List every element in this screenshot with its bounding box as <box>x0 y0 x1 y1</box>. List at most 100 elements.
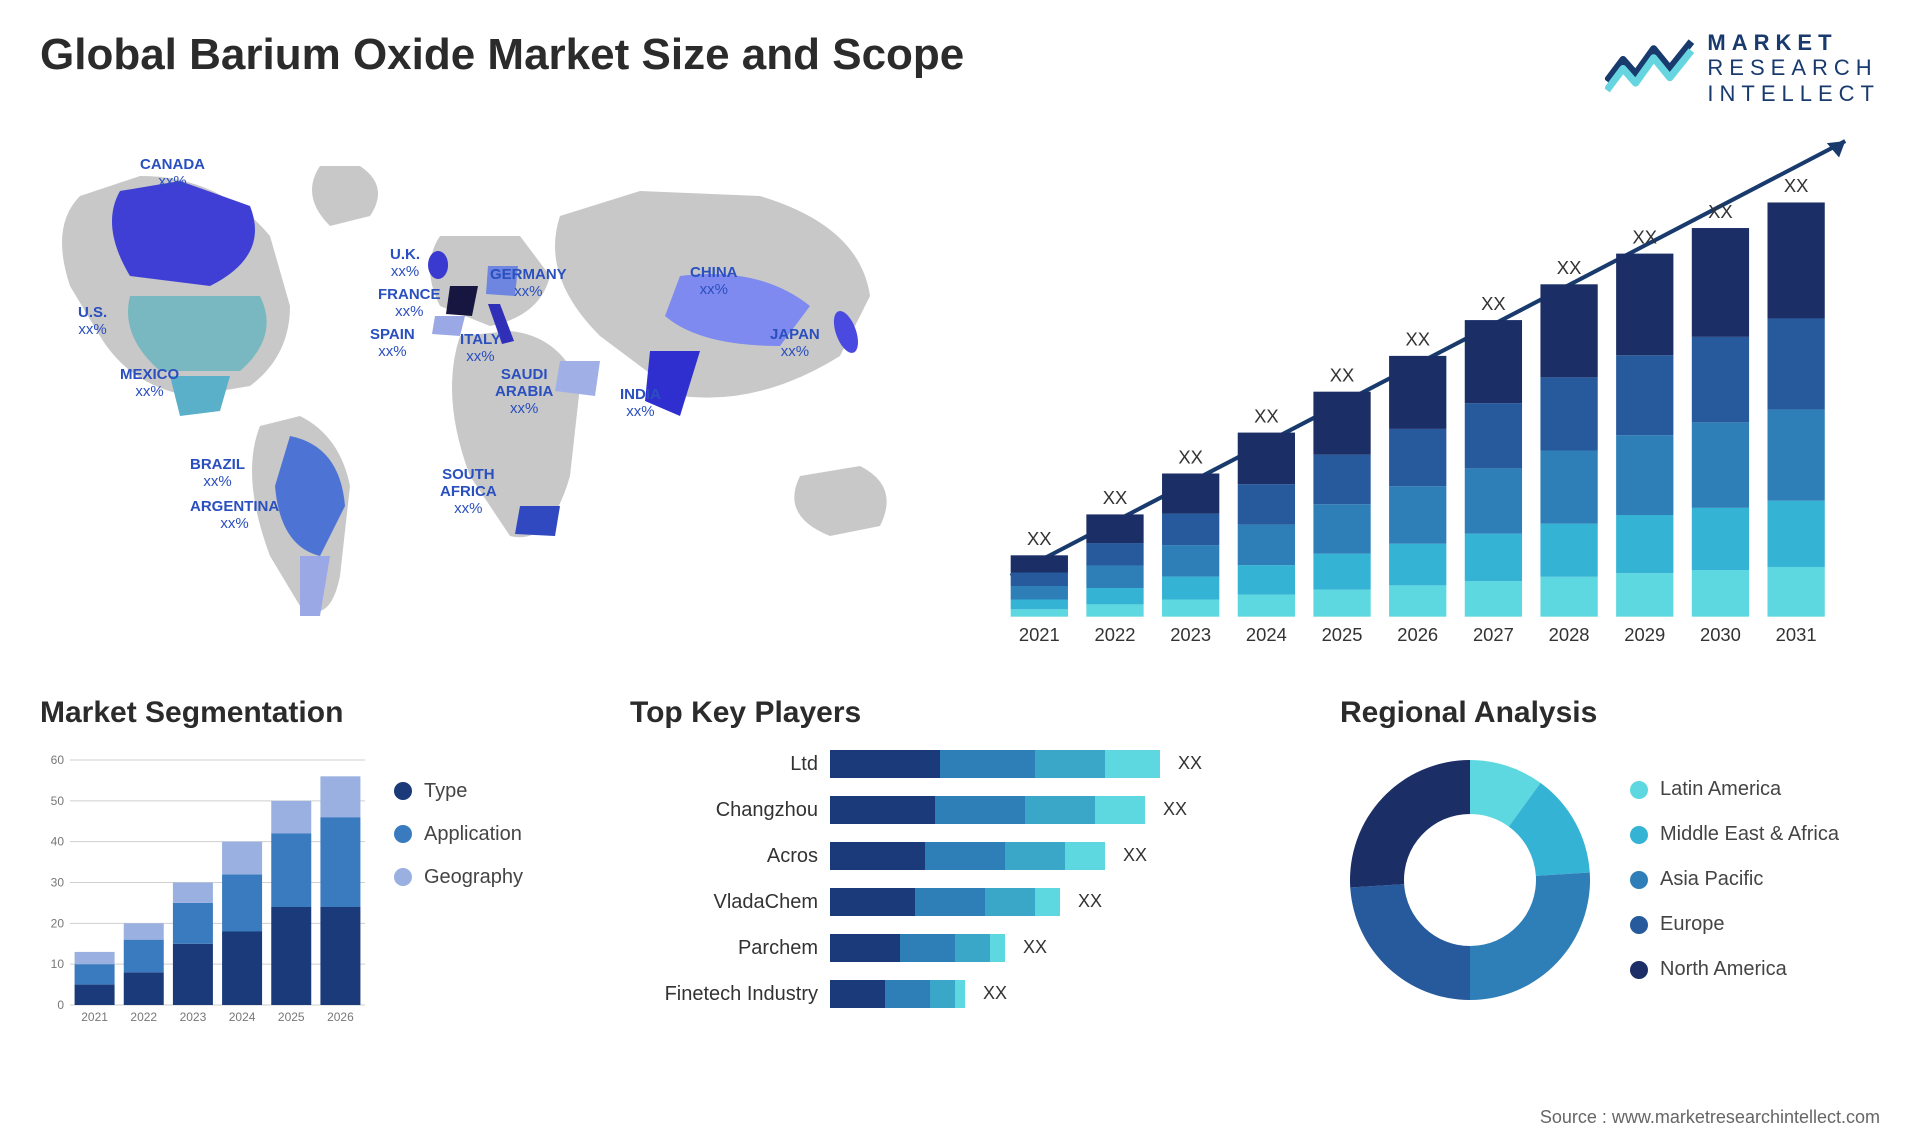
forecast-bar-2021-seg4 <box>1011 555 1068 572</box>
seg-bar-2022-application <box>124 940 164 973</box>
logo-mark-icon <box>1605 35 1695 100</box>
svg-text:0: 0 <box>57 998 64 1012</box>
forecast-bar-2028-seg3 <box>1540 377 1597 450</box>
forecast-year-2023: 2023 <box>1170 624 1211 645</box>
player-seg <box>955 934 990 962</box>
swatch-icon <box>1630 916 1648 934</box>
forecast-value-2030: XX <box>1708 201 1733 222</box>
map-saudi <box>555 361 600 396</box>
seg-bar-2026-application <box>320 817 360 907</box>
donut-north-america <box>1350 760 1470 888</box>
forecast-year-2029: 2029 <box>1624 624 1665 645</box>
seg-bar-2021-type <box>75 984 115 1004</box>
forecast-value-2022: XX <box>1103 487 1128 508</box>
seg-legend-type: Type <box>394 780 523 803</box>
forecast-bar-2022-seg2 <box>1086 565 1143 587</box>
logo-line2: RESEARCH <box>1707 55 1880 80</box>
player-seg <box>1105 750 1160 778</box>
forecast-year-2022: 2022 <box>1095 624 1136 645</box>
forecast-bar-2028-seg1 <box>1540 523 1597 576</box>
forecast-bar-2026-seg1 <box>1389 544 1446 586</box>
map-label-france: FRANCExx% <box>378 286 441 321</box>
logo-line1: MARKET <box>1707 30 1880 55</box>
forecast-bar-2027-seg2 <box>1465 468 1522 533</box>
forecast-value-2021: XX <box>1027 528 1052 549</box>
segmentation-title: Market Segmentation <box>40 696 600 730</box>
player-value-5: XX <box>983 983 1007 1004</box>
forecast-bar-2030-seg0 <box>1692 570 1749 617</box>
player-bar-3: XX <box>830 888 1310 916</box>
forecast-bar-2025-seg4 <box>1313 392 1370 455</box>
players-bars: XXXXXXXXXXXX <box>830 750 1310 1008</box>
forecast-bar-2021-seg1 <box>1011 599 1068 609</box>
regional-title: Regional Analysis <box>1340 696 1880 730</box>
seg-bar-2023-type <box>173 944 213 1005</box>
forecast-value-2031: XX <box>1784 175 1809 196</box>
seg-bar-2024-geography <box>222 842 262 875</box>
forecast-bar-2028-seg4 <box>1540 284 1597 377</box>
player-seg <box>830 888 915 916</box>
svg-text:2021: 2021 <box>81 1010 108 1024</box>
regional-legend-middle-east---africa: Middle East & Africa <box>1630 823 1839 846</box>
svg-text:50: 50 <box>51 794 65 808</box>
player-seg <box>940 750 1035 778</box>
svg-text:2024: 2024 <box>229 1010 256 1024</box>
player-seg <box>1035 750 1105 778</box>
forecast-bar-2029-seg0 <box>1616 573 1673 617</box>
forecast-value-2026: XX <box>1405 329 1430 350</box>
forecast-bar-2028-seg0 <box>1540 577 1597 617</box>
forecast-year-2025: 2025 <box>1322 624 1363 645</box>
player-bar-0: XX <box>830 750 1310 778</box>
logo-line3: INTELLECT <box>1707 81 1880 106</box>
swatch-icon <box>1630 961 1648 979</box>
player-seg <box>990 934 1005 962</box>
map-label-china: CHINAxx% <box>690 264 738 299</box>
svg-text:2022: 2022 <box>130 1010 157 1024</box>
map-label-brazil: BRAZILxx% <box>190 456 245 491</box>
map-label-argentina: ARGENTINAxx% <box>190 498 279 533</box>
regional-donut <box>1340 750 1600 1010</box>
map-label-mexico: MEXICOxx% <box>120 366 179 401</box>
seg-bar-2026-geography <box>320 776 360 817</box>
forecast-bar-2025-seg0 <box>1313 590 1370 617</box>
forecast-value-2023: XX <box>1178 446 1203 467</box>
forecast-bar-2022-seg1 <box>1086 588 1143 604</box>
map-uk <box>428 251 448 279</box>
forecast-bar-2024-seg4 <box>1238 432 1295 484</box>
forecast-bar-2029-seg2 <box>1616 435 1673 515</box>
forecast-bar-2026-seg4 <box>1389 356 1446 429</box>
regional-legend-asia-pacific: Asia Pacific <box>1630 868 1839 891</box>
donut-europe <box>1350 884 1470 1000</box>
segmentation-legend: TypeApplicationGeography <box>394 750 523 1030</box>
page-title: Global Barium Oxide Market Size and Scop… <box>40 30 964 80</box>
player-seg <box>1095 796 1145 824</box>
forecast-bar-2024-seg2 <box>1238 525 1295 565</box>
forecast-bar-2029-seg3 <box>1616 355 1673 435</box>
player-seg <box>830 934 900 962</box>
forecast-bar-2027-seg0 <box>1465 581 1522 617</box>
forecast-year-2027: 2027 <box>1473 624 1514 645</box>
forecast-bar-2031-seg4 <box>1767 202 1824 318</box>
player-seg <box>830 842 925 870</box>
regional-legend: Latin AmericaMiddle East & AfricaAsia Pa… <box>1630 778 1839 981</box>
player-seg <box>955 980 965 1008</box>
svg-text:2026: 2026 <box>327 1010 354 1024</box>
player-value-0: XX <box>1178 753 1202 774</box>
forecast-bar-2021-seg0 <box>1011 609 1068 616</box>
map-label-india: INDIAxx% <box>620 386 661 421</box>
seg-bar-2022-geography <box>124 923 164 939</box>
forecast-bar-2024-seg1 <box>1238 565 1295 594</box>
map-canada <box>112 181 255 286</box>
map-label-south-africa: SOUTHAFRICAxx% <box>440 466 497 518</box>
player-bar-2: XX <box>830 842 1310 870</box>
map-label-spain: SPAINxx% <box>370 326 415 361</box>
forecast-bar-2027-seg1 <box>1465 534 1522 581</box>
seg-legend-geography: Geography <box>394 866 523 889</box>
forecast-bar-2029-seg4 <box>1616 254 1673 356</box>
player-seg <box>1065 842 1105 870</box>
donut-asia-pacific <box>1470 872 1590 1000</box>
player-seg <box>830 796 935 824</box>
player-label-0: Ltd <box>630 750 818 778</box>
player-seg <box>925 842 1005 870</box>
player-value-2: XX <box>1123 845 1147 866</box>
